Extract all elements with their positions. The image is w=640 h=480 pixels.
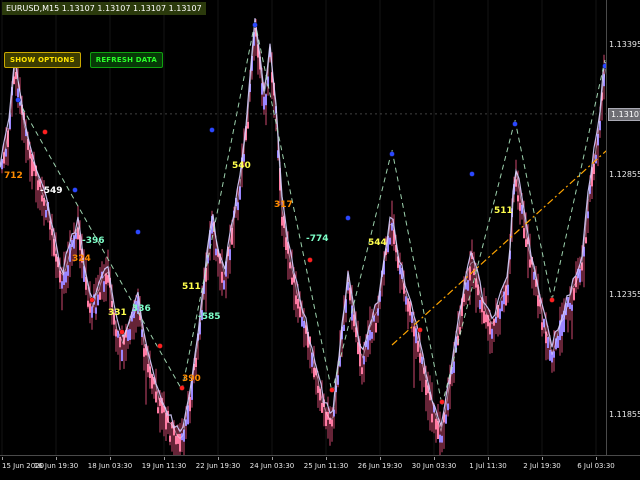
- swing-marker-low: [42, 129, 48, 135]
- swing-marker-high: [389, 151, 395, 157]
- time-axis-tickmark: [542, 457, 543, 460]
- time-axis-label: 16 Jun 19:30: [33, 462, 79, 470]
- time-axis-label: 19 Jun 11:30: [141, 462, 187, 470]
- swing-label: 331: [108, 308, 127, 318]
- swing-marker-high: [135, 229, 141, 235]
- axis-separator-vertical: [606, 0, 607, 455]
- swing-label: 540: [232, 161, 251, 171]
- swing-marker-high: [72, 187, 78, 193]
- time-axis-label: 15 Jun 2020: [2, 462, 45, 470]
- time-axis-tickmark: [164, 457, 165, 460]
- swing-label: 317: [274, 200, 293, 210]
- time-axis-label: 1 Jul 11:30: [469, 462, 507, 470]
- show-options-button[interactable]: SHOW OPTIONS: [4, 52, 81, 68]
- swing-label: 390: [182, 374, 201, 384]
- current-price-tag: 1.13107: [608, 107, 640, 121]
- price-axis-tick: 1.13395: [609, 39, 640, 49]
- swing-label: 511: [494, 206, 513, 216]
- swing-marker-high: [252, 22, 258, 28]
- swing-label: 544: [368, 238, 387, 248]
- time-axis-tickmark: [596, 457, 597, 460]
- chart-plot-area[interactable]: 712 -549 -396 324 331 336 390 511 -585 540 317 -774…: [0, 0, 606, 455]
- candlestick-chart[interactable]: 712 -549 -396 324 331 336 390 511 -585 540 317 -774…: [0, 0, 606, 455]
- swing-label: 712: [4, 171, 23, 181]
- time-axis-tickmark: [326, 457, 327, 460]
- swing-marker-low: [157, 343, 163, 349]
- swing-marker-high: [209, 127, 215, 133]
- time-axis-tickmark: [218, 457, 219, 460]
- swing-label: -549: [40, 186, 63, 196]
- swing-marker-low: [179, 385, 185, 391]
- time-axis-tickmark: [2, 457, 3, 460]
- swing-marker-high: [345, 215, 351, 221]
- swing-label: -396: [82, 236, 105, 246]
- overlay-lines: [0, 18, 606, 439]
- time-axis-label: 22 Jun 19:30: [195, 462, 241, 470]
- swing-marker-low: [119, 329, 125, 335]
- swing-marker-low: [439, 399, 445, 405]
- time-axis-tickmark: [380, 457, 381, 460]
- price-axis[interactable]: 1.13395 1.12855 1.12355 1.11855 1.13107: [608, 0, 640, 455]
- axis-separator-horizontal: [0, 455, 640, 456]
- time-axis-label: 24 Jun 03:30: [249, 462, 295, 470]
- swing-label: -585: [198, 312, 221, 322]
- time-axis-label: 2 Jul 19:30: [523, 462, 561, 470]
- time-axis-label: 26 Jun 19:30: [357, 462, 403, 470]
- time-axis-tickmark: [56, 457, 57, 460]
- trend-dashdot-line: [391, 150, 606, 346]
- price-axis-tick: 1.11855: [609, 410, 640, 420]
- swing-label: -774: [306, 234, 329, 244]
- swing-labels: 712 -549 -396 324 331 336 390 511 -585 540 317 -774…: [4, 161, 513, 384]
- time-axis-tickmark: [272, 457, 273, 460]
- swing-label: 511: [182, 282, 201, 292]
- price-axis-tick: 1.12355: [609, 289, 640, 299]
- time-axis-tickmark: [110, 457, 111, 460]
- swing-label: 336: [132, 304, 151, 314]
- time-axis-label: 30 Jun 03:30: [411, 462, 457, 470]
- swing-label: 324: [72, 254, 91, 264]
- time-axis-tickmark: [434, 457, 435, 460]
- swing-marker-low: [549, 297, 555, 303]
- swing-markers: [15, 22, 606, 405]
- grid: [1, 0, 597, 455]
- zigzag-dashed-lines: [17, 21, 606, 406]
- swing-marker-high: [602, 63, 606, 69]
- refresh-data-button[interactable]: REFRESH DATA: [89, 52, 163, 68]
- candles: [1, 19, 605, 455]
- swing-marker-low: [417, 327, 423, 333]
- swing-marker-low: [329, 387, 335, 393]
- swing-marker-high: [15, 97, 21, 103]
- indicator-button-row: SHOW OPTIONS REFRESH DATA: [4, 52, 163, 68]
- time-axis-label: 18 Jun 03:30: [87, 462, 133, 470]
- swing-marker-high: [469, 171, 475, 177]
- symbol-ohlc-readout: EURUSD,M15 1.13107 1.13107 1.13107 1.131…: [2, 2, 206, 15]
- time-axis-tickmark: [488, 457, 489, 460]
- swing-marker-low: [89, 297, 95, 303]
- time-axis[interactable]: 15 Jun 2020 16 Jun 19:30 18 Jun 03:30 19 Ju…: [0, 457, 640, 480]
- swing-marker-high: [512, 121, 518, 127]
- price-axis-tick: 1.12855: [609, 169, 640, 179]
- time-axis-label: 25 Jun 11:30: [303, 462, 349, 470]
- swing-marker-low: [307, 257, 313, 263]
- time-axis-label: 6 Jul 03:30: [577, 462, 615, 470]
